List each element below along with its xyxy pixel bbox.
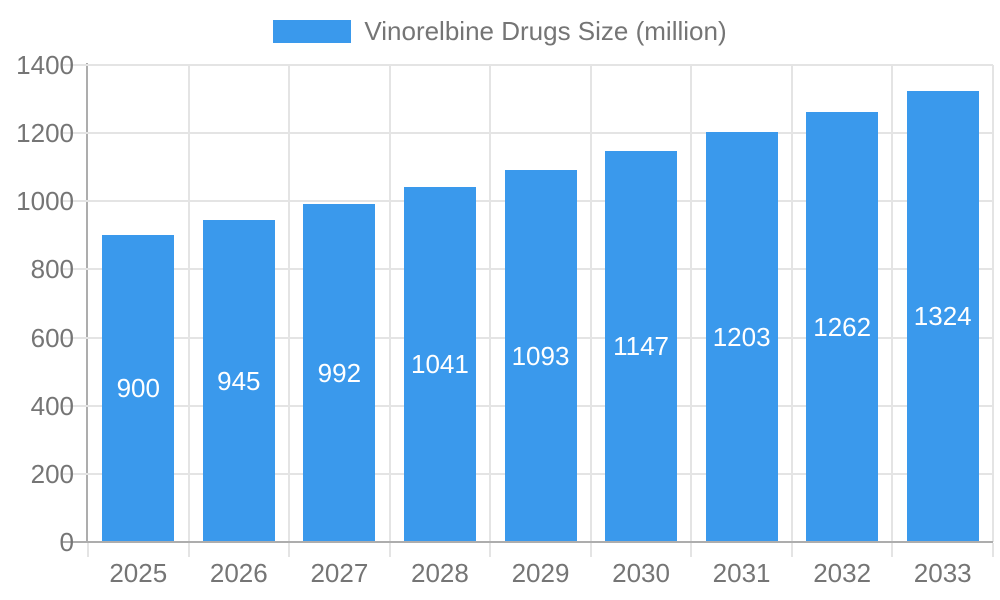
- x-tick-mark: [790, 543, 793, 557]
- v-gridline: [690, 65, 693, 542]
- y-axis-line: [86, 63, 88, 543]
- x-tick-label-2031: 2031: [712, 558, 771, 588]
- bar-value-label: 900: [116, 373, 160, 403]
- bar-value-label: 1093: [511, 340, 570, 371]
- x-tick-mark: [288, 543, 291, 557]
- bar-value-label: 1262: [813, 311, 872, 342]
- y-tick-label: 1400: [16, 50, 74, 80]
- v-gridline: [790, 65, 793, 542]
- x-tick-mark: [489, 543, 492, 557]
- y-tick-label: 600: [30, 322, 74, 353]
- x-tick-label-2029: 2029: [511, 558, 570, 588]
- y-tick-label: 1000: [16, 186, 74, 217]
- bar-value-label: 945: [217, 365, 261, 396]
- y-tick-label: 1200: [16, 118, 74, 149]
- x-tick-mark: [388, 543, 391, 557]
- legend[interactable]: Vinorelbine Drugs Size (million): [0, 13, 1000, 49]
- v-gridline: [187, 65, 190, 542]
- bar-value-label: 1147: [613, 331, 669, 361]
- v-gridline: [288, 65, 291, 542]
- y-tick-mark: [63, 132, 88, 135]
- y-tick-label: 0: [59, 527, 74, 557]
- y-tick-mark: [63, 268, 88, 271]
- bar-2032[interactable]: 1262: [806, 112, 879, 542]
- y-tick-label: 200: [30, 458, 74, 489]
- y-tick-mark: [63, 336, 88, 339]
- x-tick-mark: [187, 543, 190, 557]
- legend-label: Vinorelbine Drugs Size (million): [364, 15, 727, 46]
- y-tick-label: 400: [30, 390, 74, 421]
- bar-2028[interactable]: 1041: [403, 187, 476, 542]
- x-tick-label-2025: 2025: [109, 558, 168, 588]
- y-tick-mark: [63, 64, 88, 66]
- x-tick-label-2032: 2032: [813, 558, 872, 588]
- bar-2027[interactable]: 992: [303, 204, 376, 542]
- y-tick-mark: [63, 200, 88, 203]
- bar-2031[interactable]: 1203: [705, 132, 778, 542]
- y-tick-mark: [63, 404, 88, 407]
- bar-2033[interactable]: 1324: [906, 91, 979, 542]
- bar-value-label: 1203: [712, 321, 771, 352]
- h-gridline: [88, 132, 993, 135]
- plot-area: 900 945 992 1041 1093 1147 1203 1262 1324: [88, 64, 994, 542]
- x-tick-mark: [589, 543, 592, 557]
- bar-2026[interactable]: 945: [202, 220, 275, 542]
- x-tick-label-2026: 2026: [209, 558, 268, 588]
- v-gridline: [992, 65, 994, 542]
- x-tick-mark: [690, 543, 693, 557]
- bar-2029[interactable]: 1093: [504, 170, 577, 542]
- bar-value-label: 1324: [913, 301, 972, 331]
- x-tick-label-2027: 2027: [310, 558, 369, 588]
- y-tick-label: 800: [30, 254, 74, 285]
- bar-value-label: 1041: [411, 349, 469, 379]
- x-tick-label-2030: 2030: [612, 558, 670, 588]
- bar-2025[interactable]: 900: [102, 235, 175, 542]
- h-gridline: [88, 64, 993, 66]
- y-tick-mark: [63, 472, 88, 475]
- x-tick-label-2028: 2028: [411, 558, 469, 588]
- v-gridline: [891, 65, 894, 542]
- v-gridline: [589, 65, 592, 542]
- legend-swatch-icon: [273, 19, 352, 43]
- x-tick-label-2033: 2033: [913, 558, 972, 588]
- x-tick-mark: [891, 543, 894, 557]
- x-tick-mark: [87, 543, 89, 557]
- bar-value-label: 992: [317, 357, 362, 388]
- bar-2030[interactable]: 1147: [605, 151, 678, 542]
- v-gridline: [489, 65, 492, 542]
- x-tick-mark: [992, 543, 994, 557]
- v-gridline: [388, 65, 391, 542]
- x-axis-line: [62, 541, 993, 543]
